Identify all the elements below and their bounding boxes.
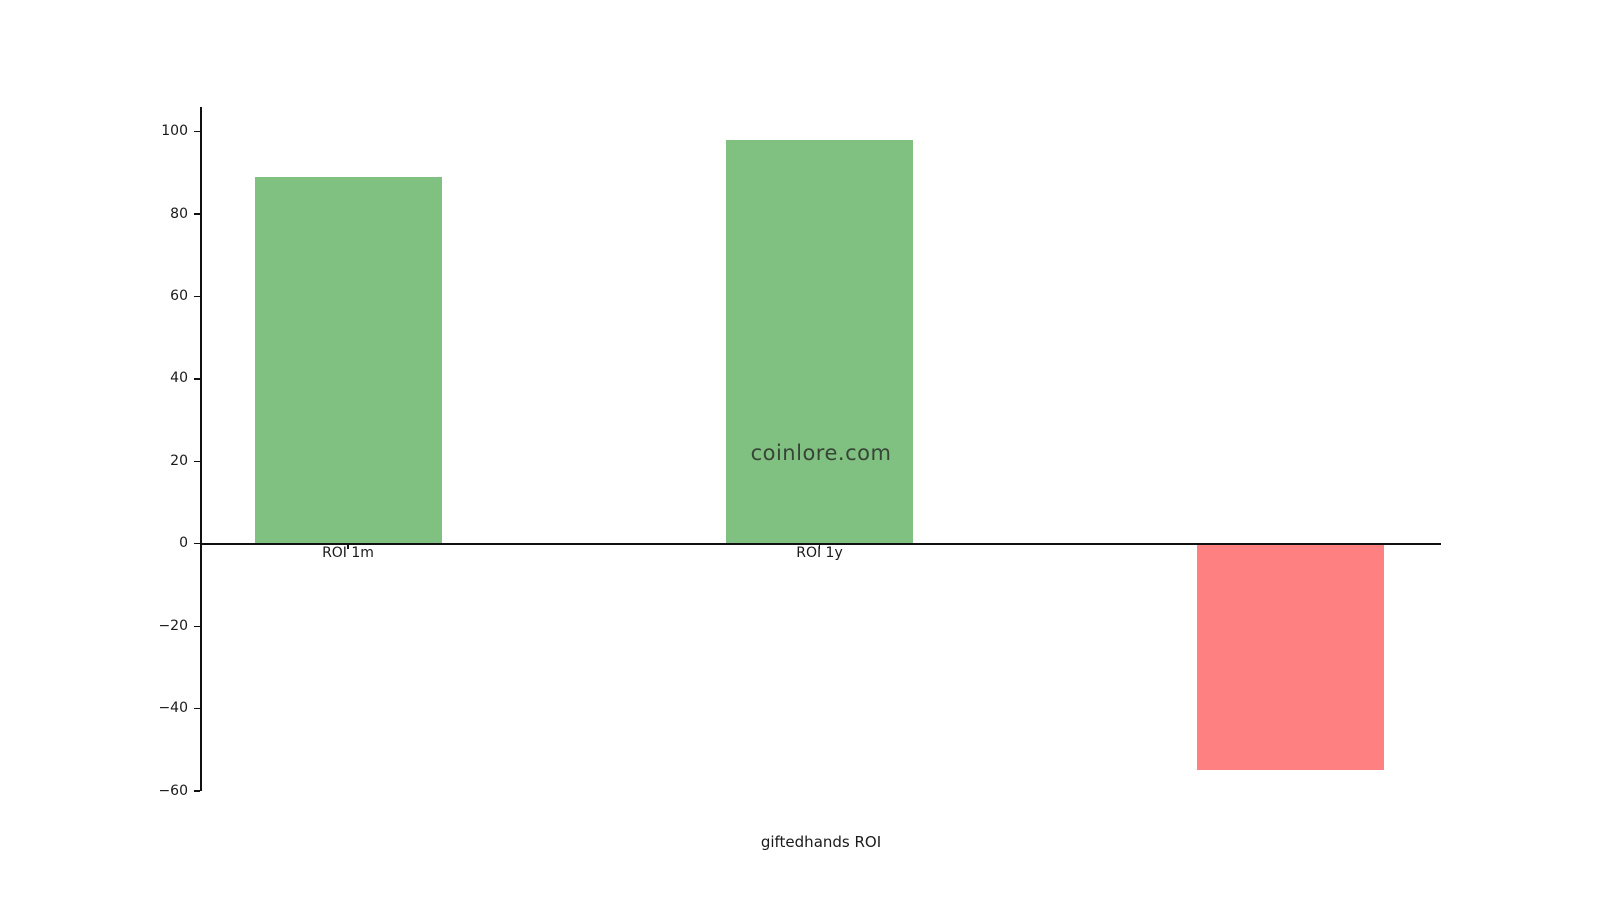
bar-roi-1y — [726, 139, 913, 544]
bar-unlabeled — [1196, 543, 1384, 771]
y-tick-label: 0 — [179, 535, 188, 552]
y-axis-spine — [200, 107, 202, 791]
y-tick-label: 20 — [170, 452, 188, 469]
y-tick-mark — [194, 378, 200, 380]
y-tick-mark — [194, 131, 200, 133]
x-tick-mark — [347, 543, 349, 549]
y-tick-mark — [194, 707, 200, 710]
y-tick-label: 80 — [170, 205, 188, 222]
y-tick-mark — [194, 543, 200, 545]
y-tick-label: 60 — [170, 288, 188, 305]
y-tick-mark — [194, 625, 200, 627]
watermark-text: coinlore.com — [750, 441, 892, 465]
x-tick-mark — [818, 543, 821, 549]
y-tick-label: 100 — [161, 123, 188, 140]
y-tick-label: −40 — [158, 700, 188, 717]
y-tick-label: 40 — [170, 370, 188, 387]
y-tick-label: −60 — [158, 782, 188, 799]
y-tick-mark — [194, 790, 200, 792]
bar-roi-1m — [254, 177, 442, 544]
y-tick-mark — [194, 295, 200, 298]
y-tick-mark — [194, 460, 200, 462]
y-tick-mark — [194, 213, 200, 215]
y-tick-label: −20 — [158, 617, 188, 634]
x-tick-label: ROI 1y — [796, 545, 843, 561]
x-axis-zero-line — [200, 543, 1441, 545]
x-axis-title: giftedhands ROI — [760, 833, 882, 851]
x-tick-label: ROI 1m — [322, 545, 374, 561]
